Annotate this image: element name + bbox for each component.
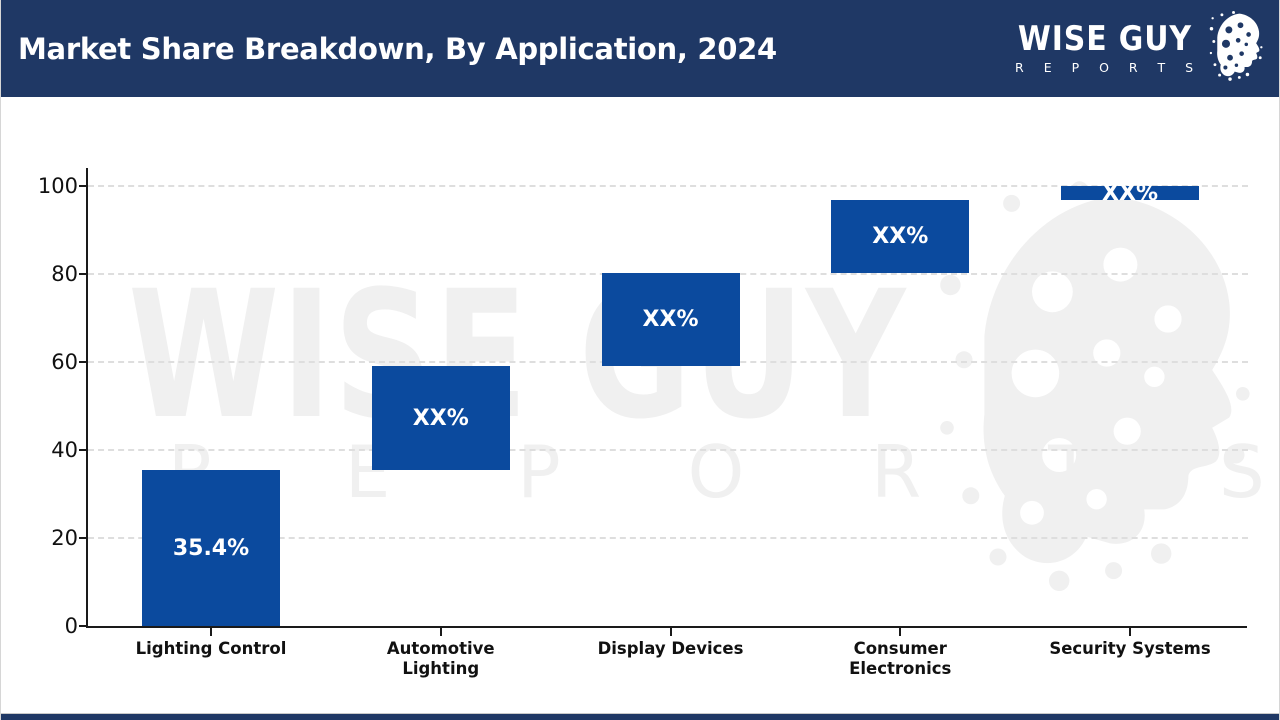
x-category-label: Security Systems [1020,639,1240,659]
bar-segment: XX% [831,200,970,274]
watermark-brand-text: WISE GUY [128,253,907,458]
bar-segment: XX% [601,273,740,367]
bar-segment: XX% [1061,181,1199,206]
x-tick-mark [899,628,902,636]
x-category-label: Automotive Lighting [331,639,551,679]
y-tick-mark [79,449,87,451]
x-category-label: Display Devices [561,639,781,659]
brand-head-icon [1209,10,1263,81]
x-category-label: Consumer Electronics [790,639,1010,679]
brand-logo: WISE GUY R E P O R T S [1006,10,1266,88]
x-category-label-line: Lighting [402,659,480,678]
bar-segment: 35.4% [142,470,280,626]
y-tick-mark [79,625,87,627]
y-tick-mark [79,273,87,275]
x-category-label-line: Electronics [849,659,952,678]
chart-title: Market Share Breakdown, By Application, … [18,31,777,66]
x-tick-mark [439,628,442,636]
x-category-label-line: Automotive [386,639,495,658]
y-tick-label: 0 [64,614,78,638]
x-category-label-line: Security Systems [1049,639,1211,658]
y-gridline [88,185,1248,187]
x-category-label-line: Display Devices [597,639,744,658]
x-category-label-line: Lighting Control [135,639,287,658]
bar-segment: XX% [371,366,510,471]
x-tick-mark [210,628,212,636]
x-tick-mark [669,628,672,636]
y-tick-label: 80 [51,262,78,286]
header-bar: Market Share Breakdown, By Application, … [0,0,1280,97]
bar-value-label: XX% [872,224,929,250]
footer-bar [0,713,1280,720]
y-tick-label: 60 [51,350,78,374]
y-tick-label: 40 [51,438,78,462]
x-tick-mark [1129,628,1131,636]
y-gridline [88,537,1248,539]
y-tick-label: 20 [51,526,78,550]
x-category-label: Lighting Control [101,639,321,659]
bar-value-label: XX% [1102,180,1158,206]
bar-value-label: 35.4% [172,535,250,561]
brand-name: WISE GUY [1018,19,1193,60]
brand-logo-text: WISE GUY R E P O R T S [1006,22,1204,75]
y-tick-mark [79,361,87,363]
x-axis [86,626,1247,628]
y-tick-mark [79,185,87,187]
y-axis [86,168,88,628]
y-tick-label: 100 [37,174,78,198]
y-tick-mark [79,537,87,539]
y-gridline [88,449,1248,451]
bar-value-label: XX% [412,405,469,431]
brand-subname: R E P O R T S [1015,60,1202,76]
bar-value-label: XX% [642,307,699,333]
x-category-label-line: Consumer [853,639,947,658]
